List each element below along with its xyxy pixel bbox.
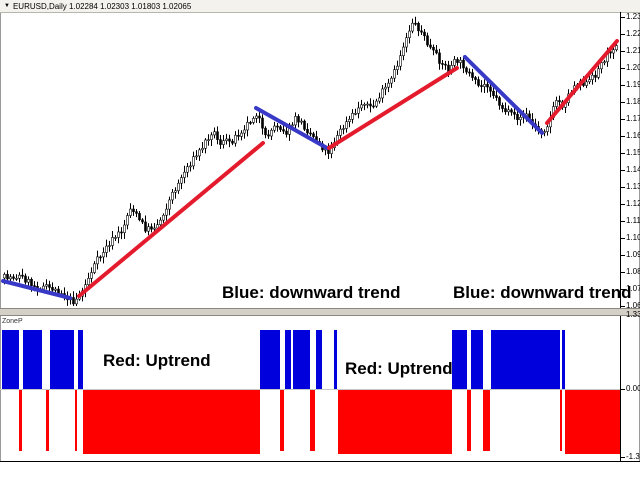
price-axis-label: 1.17635 [626, 114, 640, 123]
indicator-axis-label: 1.335 [626, 310, 640, 319]
price-axis-label: 1.15685 [626, 148, 640, 157]
price-axis-label: 1.18610 [626, 97, 640, 106]
symbol-ohlc-title: EURUSD,Daily 1.02284 1.02303 1.01803 1.0… [12, 1, 192, 11]
trend-annotation-text: Blue: downward trend [222, 283, 401, 302]
trend-annotation-text: Red: Uptrend [103, 351, 211, 370]
price-axis-label: 1.22510 [626, 29, 640, 38]
price-axis-label: 1.13735 [626, 182, 640, 191]
price-axis-label: 1.11785 [626, 216, 640, 225]
price-axis-label: 1.20560 [626, 63, 640, 72]
price-axis-label: 1.23485 [626, 12, 640, 21]
indicator-name-label: ZoneP [2, 318, 23, 325]
chart-title-bar: ▼ EURUSD,Daily 1.02284 1.02303 1.01803 1… [0, 0, 640, 13]
price-axis-label: 1.16660 [626, 131, 640, 140]
price-axis-label: 1.19585 [626, 80, 640, 89]
collapse-triangle-icon[interactable]: ▼ [4, 3, 10, 9]
indicator-axis-label: 0.00 [626, 384, 640, 393]
date-axis: 31 Mar 202022 Apr 202014 May 20205 Jun 2… [0, 462, 640, 480]
trend-annotation-text: Red: Uptrend [345, 359, 453, 378]
price-axis-label: 1.07885 [626, 284, 640, 293]
price-axis-label: 1.12760 [626, 199, 640, 208]
trend-annotation-text: Blue: downward trend [453, 283, 632, 302]
price-axis-label: 1.14710 [626, 165, 640, 174]
price-axis-label: 1.10810 [626, 233, 640, 242]
price-axis-label: 1.09835 [626, 250, 640, 259]
price-axis-label: 1.21535 [626, 46, 640, 55]
price-axis-label: 1.08860 [626, 267, 640, 276]
subwindow-separator[interactable] [0, 308, 640, 316]
price-axis-label: 1.06910 [626, 301, 640, 310]
indicator-axis-label: -1.3548 [626, 452, 640, 461]
